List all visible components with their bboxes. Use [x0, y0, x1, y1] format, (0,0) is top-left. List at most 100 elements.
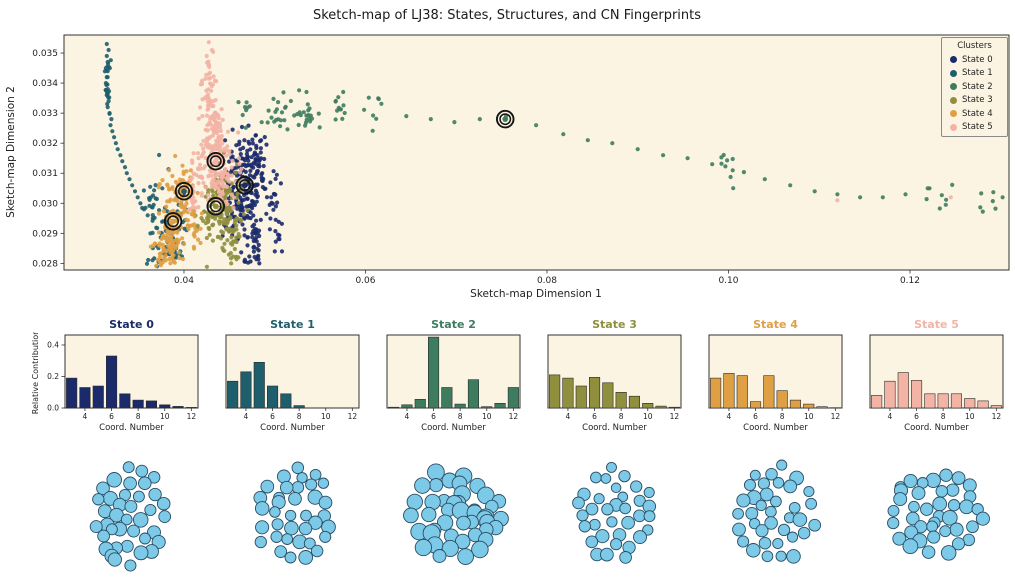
scatter-point	[148, 184, 153, 189]
scatter-point	[244, 204, 249, 209]
scatter-point	[201, 138, 206, 143]
bar	[401, 404, 413, 409]
x-tick-label: 4	[727, 412, 732, 421]
atom	[436, 514, 454, 531]
atom	[772, 537, 784, 550]
scatter-point	[210, 223, 215, 228]
scatter-point	[238, 212, 243, 218]
scatter-point	[252, 175, 257, 180]
atom	[414, 477, 431, 494]
scatter-point	[273, 217, 278, 222]
scatter-point	[130, 183, 135, 188]
atom	[270, 530, 283, 543]
atom	[156, 496, 171, 511]
scatter-point	[225, 144, 230, 149]
atom	[643, 486, 655, 498]
scatter-point	[224, 217, 229, 222]
scatter-point	[144, 261, 150, 266]
bar	[655, 405, 667, 409]
highlighted-point	[181, 188, 187, 195]
scatter-point	[235, 191, 240, 197]
scatter-point	[167, 186, 172, 191]
scatter-point	[213, 146, 219, 151]
scatter-point	[112, 135, 117, 140]
scatter-point	[212, 78, 217, 83]
scatter-point	[234, 227, 239, 232]
x-tick-label: 6	[914, 412, 919, 421]
atom	[951, 537, 966, 551]
fingerprint-chart-state-2: Coord. Number 4 6 8 10 12	[386, 334, 521, 433]
scatter-point	[991, 190, 996, 195]
highlighted-structure-marker	[495, 109, 515, 129]
bar	[92, 385, 104, 409]
y-tick-label: 0.029	[32, 229, 58, 239]
scatter-point	[271, 207, 276, 212]
scatter-point	[477, 117, 482, 122]
scatter-point	[248, 168, 253, 173]
scatter-point	[978, 205, 983, 210]
scatter-point	[950, 182, 955, 187]
scatter-point	[230, 154, 235, 159]
fingerprint-chart-state-3: Coord. Number 4 6 8 10 12	[547, 334, 682, 433]
scatter-point	[124, 171, 129, 176]
scatter-point	[161, 245, 166, 250]
atom	[902, 538, 919, 555]
scatter-point	[239, 204, 244, 209]
atom	[788, 501, 801, 514]
atom	[783, 479, 798, 494]
scatter-point	[115, 147, 120, 152]
scatter-point	[110, 129, 115, 134]
atom	[281, 533, 294, 545]
fingerprint-panel-title: State 1	[270, 318, 315, 331]
atom	[288, 491, 302, 506]
scatter-point	[276, 219, 281, 224]
scatter-point	[371, 113, 376, 118]
scatter-point	[222, 148, 227, 153]
atom	[792, 512, 808, 527]
scatter-point	[104, 75, 109, 80]
atom	[939, 525, 952, 538]
scatter-point	[250, 137, 255, 142]
atom	[457, 548, 474, 565]
atom	[97, 529, 110, 543]
scatter-point	[245, 163, 250, 168]
highlighted-point	[170, 218, 176, 225]
scatter-point	[937, 206, 942, 211]
atom	[920, 502, 934, 516]
scatter-point	[812, 189, 817, 194]
atom	[105, 523, 118, 536]
scatter-point	[236, 200, 241, 205]
scatter-point	[181, 241, 187, 247]
scatter-point	[285, 127, 290, 132]
scatter-point	[199, 81, 205, 87]
scatter-point	[253, 161, 258, 166]
scatter-point	[231, 229, 236, 234]
atom	[927, 530, 941, 544]
atom	[610, 538, 623, 551]
bar-plot-background	[386, 334, 521, 409]
x-tick-label: 8	[136, 412, 141, 421]
scatter-point	[198, 240, 203, 246]
highlighted-structure-marker	[206, 197, 225, 216]
scatter-point	[105, 87, 110, 92]
bar	[240, 371, 252, 409]
scatter-point	[255, 246, 260, 251]
scatter-point	[236, 156, 242, 161]
bar	[293, 405, 305, 409]
scatter-point	[199, 191, 204, 196]
scatter-point	[118, 153, 123, 158]
scatter-point	[233, 218, 238, 223]
scatter-point	[635, 147, 640, 152]
scatter-point	[208, 76, 213, 81]
scatter-point	[219, 229, 224, 234]
x-tick-label: 6	[592, 412, 597, 421]
scatter-point	[219, 215, 224, 220]
scatter-point	[191, 244, 196, 249]
bar	[642, 403, 654, 409]
scatter-point	[272, 249, 277, 254]
bar	[977, 400, 989, 409]
scatter-point	[165, 199, 170, 204]
scatter-point	[157, 243, 162, 248]
x-tick-label: 12	[831, 412, 841, 421]
scatter-point	[154, 263, 159, 268]
